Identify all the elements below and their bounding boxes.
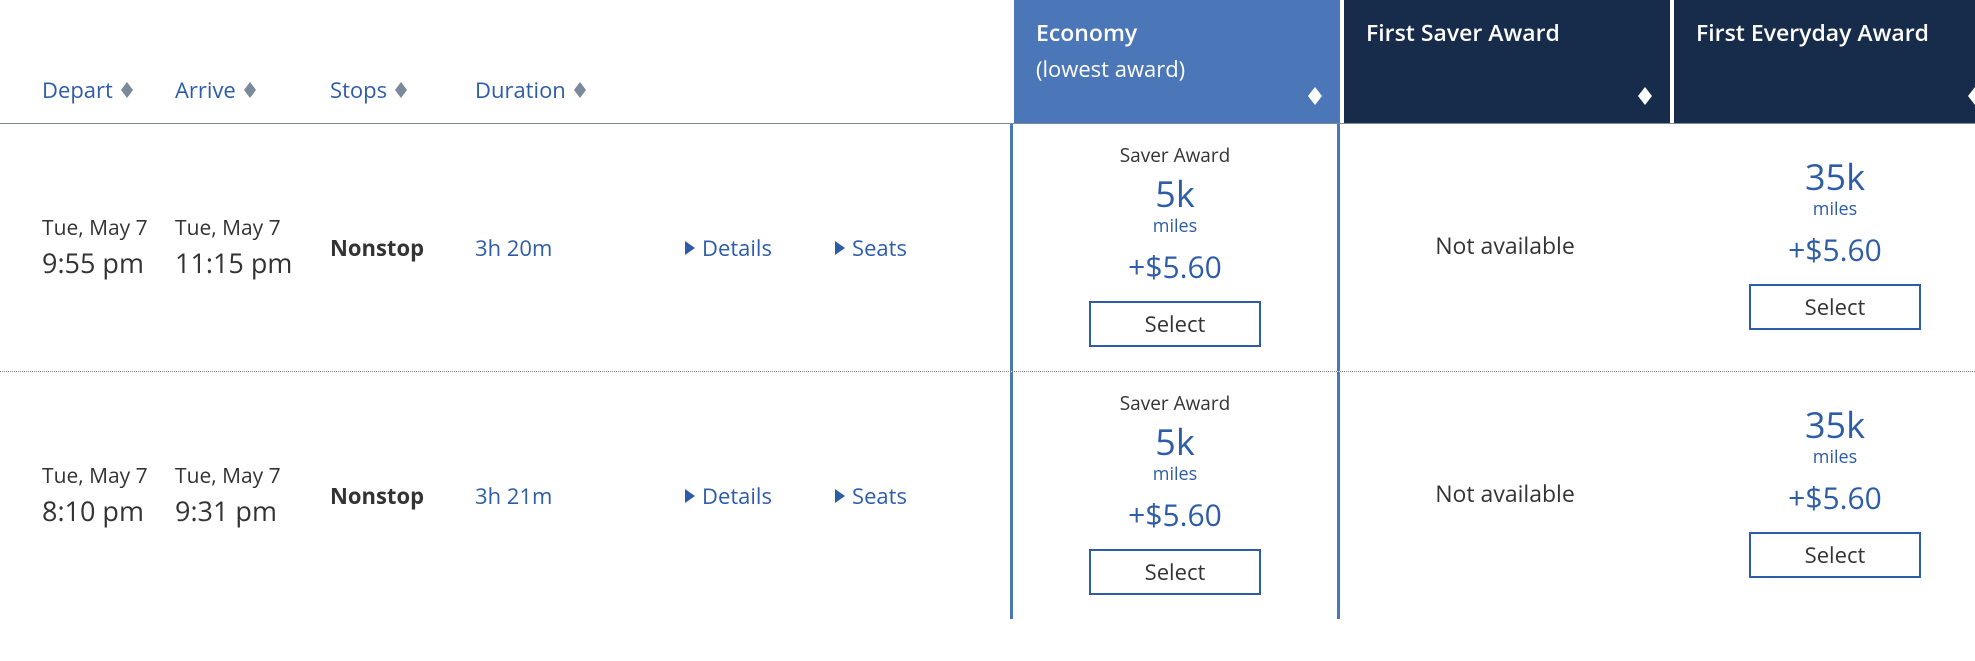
col-head-duration-label: Duration bbox=[475, 75, 566, 105]
select-button[interactable]: Select bbox=[1089, 301, 1261, 347]
fare-cell: Saver Award 5kmiles +$5.60 Select bbox=[1010, 372, 1340, 619]
fare-tag: Saver Award bbox=[1120, 390, 1231, 416]
fare-head-first-saver[interactable]: First Saver Award bbox=[1344, 0, 1670, 123]
caret-right-icon bbox=[685, 489, 695, 503]
caret-right-icon bbox=[835, 241, 845, 255]
miles-unit: miles bbox=[1813, 445, 1857, 469]
duration-cell: 3h 21m bbox=[465, 481, 675, 511]
fare-cell: 35kmiles +$5.60 Select bbox=[1670, 372, 1975, 619]
sort-icon bbox=[395, 82, 407, 98]
col-head-stops-label: Stops bbox=[330, 75, 387, 105]
miles-unit: miles bbox=[1813, 197, 1857, 221]
depart-cell: Tue, May 78:10 pm bbox=[0, 428, 165, 563]
not-available-label: Not available bbox=[1435, 477, 1575, 509]
col-head-depart-label: Depart bbox=[42, 75, 113, 105]
depart-cell: Tue, May 79:55 pm bbox=[0, 180, 165, 315]
sort-icon bbox=[1638, 87, 1652, 105]
depart-time: 8:10 pm bbox=[42, 492, 165, 529]
miles-value: 35k bbox=[1805, 407, 1865, 443]
header-row: Depart Arrive Stops Duration bbox=[0, 0, 1975, 124]
fare-cell: Not available bbox=[1340, 372, 1670, 619]
col-head-stops[interactable]: Stops bbox=[320, 75, 465, 123]
fare-cell: Not available bbox=[1340, 124, 1670, 371]
not-available-label: Not available bbox=[1435, 229, 1575, 261]
fare-cell: Saver Award 5kmiles +$5.60 Select bbox=[1010, 124, 1340, 371]
fare-head-title: First Saver Award bbox=[1366, 16, 1648, 48]
duration-cell: 3h 20m bbox=[465, 233, 675, 263]
col-head-arrive[interactable]: Arrive bbox=[165, 75, 320, 123]
depart-date: Tue, May 7 bbox=[42, 214, 165, 242]
arrive-date: Tue, May 7 bbox=[175, 462, 320, 490]
sort-icon bbox=[121, 82, 133, 98]
depart-date: Tue, May 7 bbox=[42, 462, 165, 490]
arrive-time: 9:31 pm bbox=[175, 492, 320, 529]
depart-time: 9:55 pm bbox=[42, 244, 165, 281]
col-head-arrive-label: Arrive bbox=[175, 75, 236, 105]
miles-value: 5k bbox=[1155, 176, 1195, 212]
seats-link[interactable]: Seats bbox=[825, 233, 1010, 263]
flight-row: Tue, May 79:55 pmTue, May 711:15 pmNonst… bbox=[0, 124, 1975, 372]
seats-label: Seats bbox=[852, 481, 907, 511]
miles-unit: miles bbox=[1153, 214, 1197, 238]
fare-head-economy[interactable]: Economy (lowest award) bbox=[1014, 0, 1340, 123]
sort-icon bbox=[244, 82, 256, 98]
sort-icon bbox=[1308, 87, 1322, 105]
select-button[interactable]: Select bbox=[1749, 532, 1921, 578]
caret-right-icon bbox=[685, 241, 695, 255]
flight-row: Tue, May 78:10 pmTue, May 79:31 pmNonsto… bbox=[0, 372, 1975, 619]
seats-label: Seats bbox=[852, 233, 907, 263]
arrive-cell: Tue, May 711:15 pm bbox=[165, 180, 320, 315]
fee-value: +$5.60 bbox=[1128, 246, 1222, 287]
select-button[interactable]: Select bbox=[1089, 549, 1261, 595]
seats-link[interactable]: Seats bbox=[825, 481, 1010, 511]
fee-value: +$5.60 bbox=[1128, 494, 1222, 535]
rows-container: Tue, May 79:55 pmTue, May 711:15 pmNonst… bbox=[0, 124, 1975, 619]
col-head-depart[interactable]: Depart bbox=[0, 75, 165, 123]
sort-icon bbox=[1968, 87, 1975, 105]
flight-results-table: Depart Arrive Stops Duration bbox=[0, 0, 1975, 619]
fee-value: +$5.60 bbox=[1788, 229, 1882, 270]
select-button[interactable]: Select bbox=[1749, 284, 1921, 330]
fee-value: +$5.60 bbox=[1788, 477, 1882, 518]
details-label: Details bbox=[702, 481, 772, 511]
fare-head-first-everyday[interactable]: First Everyday Award bbox=[1674, 0, 1975, 123]
fare-tag: Saver Award bbox=[1120, 142, 1231, 168]
details-link[interactable]: Details bbox=[675, 233, 825, 263]
stops-cell: Nonstop bbox=[320, 481, 465, 511]
fare-head-subtitle: (lowest award) bbox=[1036, 54, 1318, 84]
miles-value: 35k bbox=[1805, 159, 1865, 195]
stops-cell: Nonstop bbox=[320, 233, 465, 263]
caret-right-icon bbox=[835, 489, 845, 503]
details-link[interactable]: Details bbox=[675, 481, 825, 511]
details-label: Details bbox=[702, 233, 772, 263]
fare-head-title: First Everyday Award bbox=[1696, 16, 1975, 48]
col-head-duration[interactable]: Duration bbox=[465, 75, 675, 123]
arrive-date: Tue, May 7 bbox=[175, 214, 320, 242]
arrive-cell: Tue, May 79:31 pm bbox=[165, 428, 320, 563]
miles-unit: miles bbox=[1153, 462, 1197, 486]
fare-head-title: Economy bbox=[1036, 16, 1318, 48]
sort-icon bbox=[574, 82, 586, 98]
fare-cell: 35kmiles +$5.60 Select bbox=[1670, 124, 1975, 371]
miles-value: 5k bbox=[1155, 424, 1195, 460]
arrive-time: 11:15 pm bbox=[175, 244, 320, 281]
